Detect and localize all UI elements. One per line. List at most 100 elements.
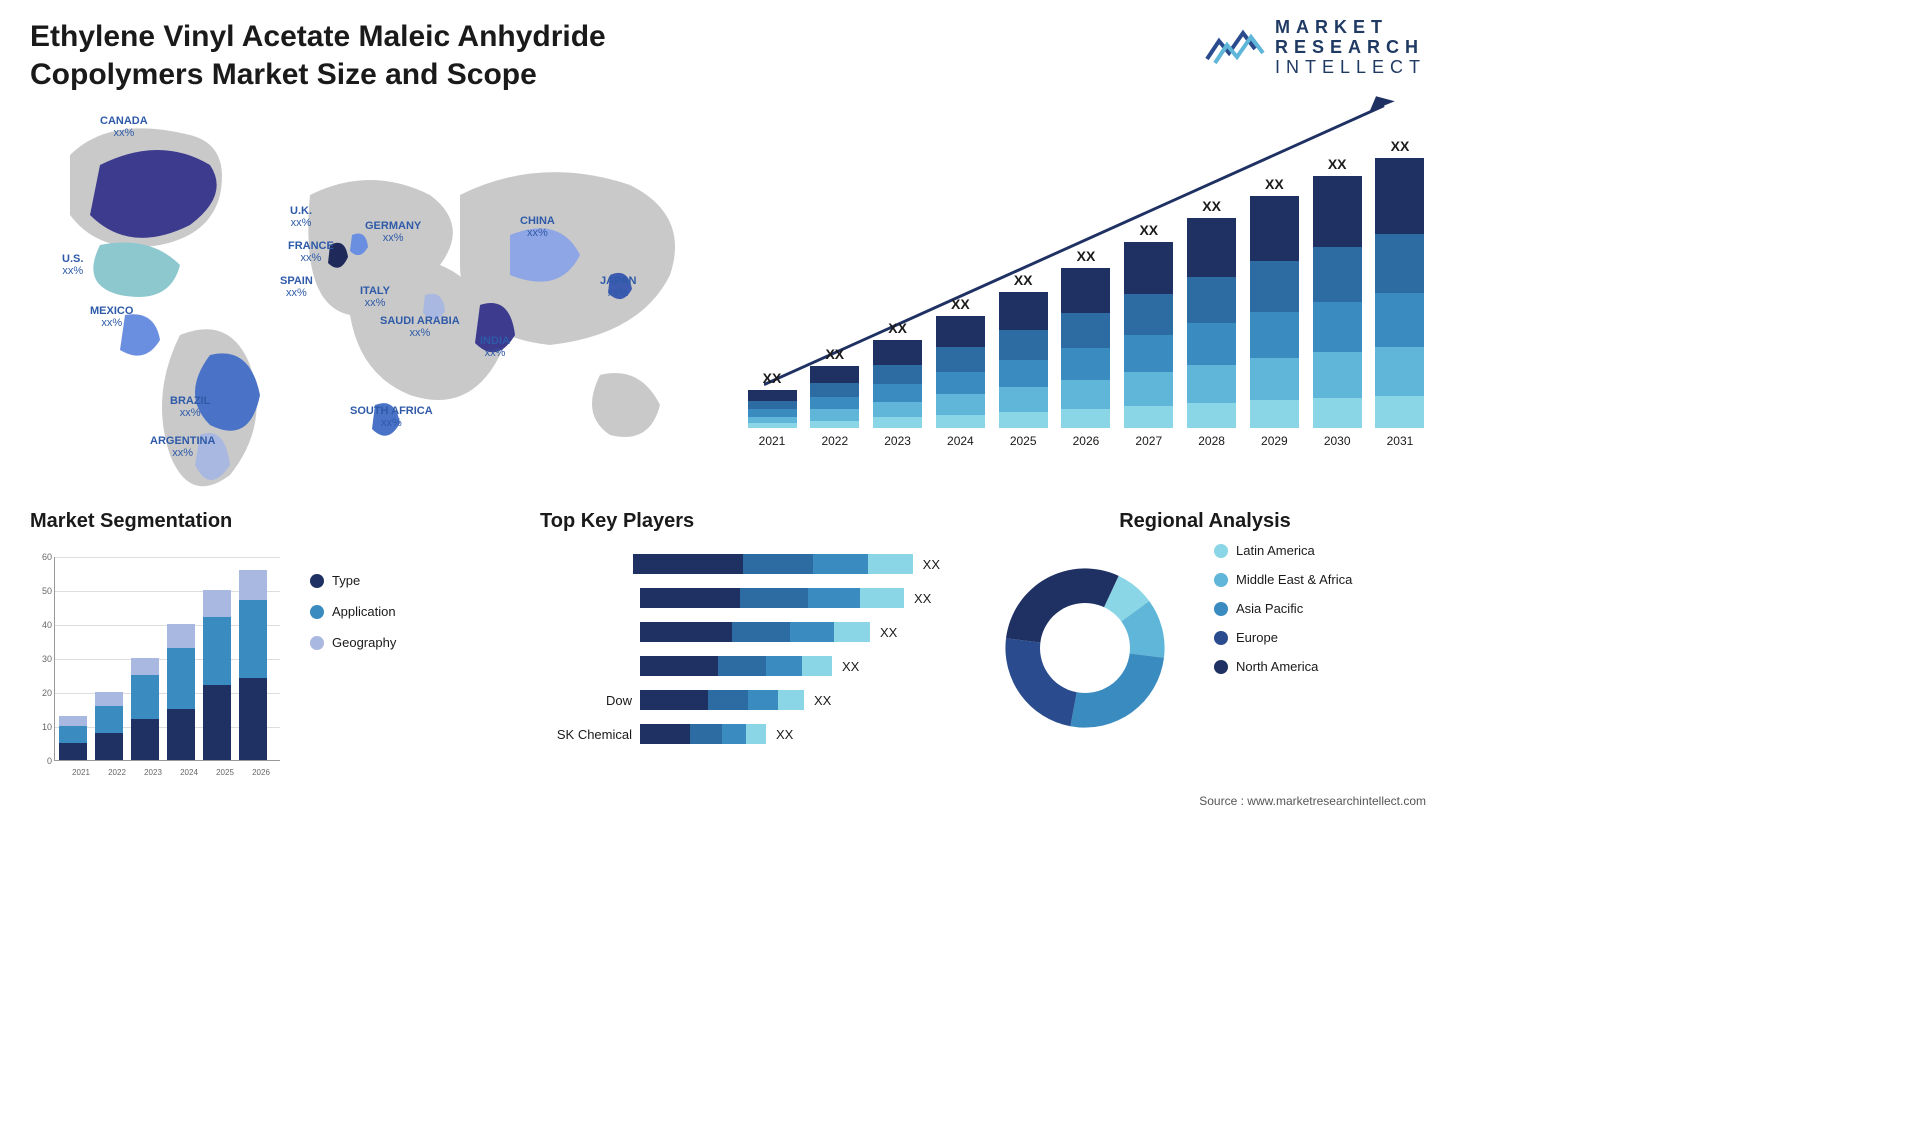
player-row: XX (540, 551, 940, 577)
growth-bar: XX 2031 (1374, 138, 1426, 448)
y-tick: 40 (42, 620, 52, 630)
source-credit: Source : www.marketresearchintellect.com (1199, 794, 1426, 808)
bar-value-label: XX (951, 296, 970, 312)
map-label: SOUTH AFRICAxx% (350, 405, 433, 429)
seg-bar (95, 692, 123, 760)
bar-year-label: 2024 (947, 434, 974, 448)
legend-item: North America (1214, 659, 1352, 674)
map-label: U.S.xx% (62, 253, 83, 277)
bar-year-label: 2021 (759, 434, 786, 448)
bar-year-label: 2026 (1073, 434, 1100, 448)
player-row: XX (540, 653, 940, 679)
segmentation-legend: Type Application Geography (310, 573, 396, 666)
bar-value-label: XX (1202, 198, 1221, 214)
player-value: XX (923, 557, 940, 572)
bar-year-label: 2030 (1324, 434, 1351, 448)
player-row: XX (540, 619, 940, 645)
legend-item: Middle East & Africa (1214, 572, 1352, 587)
growth-bar: XX 2024 (934, 296, 986, 448)
segmentation-chart: 2021 2022 2023 2024 2025 2026 0 10 20 30 40 50 60 (30, 549, 280, 779)
player-value: XX (776, 727, 793, 742)
map-label: U.K.xx% (290, 205, 312, 229)
y-tick: 50 (42, 586, 52, 596)
players-chart: XX XX XX XX Dow XX SK Chemical XX (540, 551, 940, 747)
brand-logo: MARKET RESEARCH INTELLECT (1205, 18, 1426, 77)
map-label: ITALYxx% (360, 285, 390, 309)
map-label: INDIAxx% (480, 335, 510, 359)
players-section: Top Key Players XXXXXXXXDowXXSK Chemical… (540, 510, 960, 755)
player-row: XX (540, 585, 940, 611)
bar-year-label: 2027 (1135, 434, 1162, 448)
growth-bar: XX 2026 (1060, 248, 1112, 448)
bar-value-label: XX (1265, 176, 1284, 192)
bar-value-label: XX (1391, 138, 1410, 154)
regional-section: Regional Analysis Latin America Middle Ea… (980, 510, 1430, 753)
map-label: FRANCExx% (288, 240, 334, 264)
seg-bar (167, 624, 195, 760)
map-label: CHINAxx% (520, 215, 555, 239)
player-row: SK Chemical XX (540, 721, 940, 747)
x-tick: 2023 (144, 768, 162, 777)
map-label: SPAINxx% (280, 275, 313, 299)
legend-item: Application (310, 604, 396, 619)
segmentation-section: Market Segmentation 2021 2022 2023 2024 2025… (30, 510, 490, 779)
logo-text: MARKET RESEARCH INTELLECT (1275, 18, 1426, 77)
map-label: ARGENTINAxx% (150, 435, 215, 459)
legend-item: Latin America (1214, 543, 1352, 558)
x-tick: 2022 (108, 768, 126, 777)
regional-title: Regional Analysis (980, 510, 1430, 533)
map-label: CANADAxx% (100, 115, 148, 139)
player-value: XX (914, 591, 931, 606)
segmentation-title: Market Segmentation (30, 510, 490, 533)
x-tick: 2026 (252, 768, 270, 777)
x-tick: 2024 (180, 768, 198, 777)
y-tick: 30 (42, 654, 52, 664)
growth-bar: XX 2027 (1123, 222, 1175, 448)
bar-year-label: 2025 (1010, 434, 1037, 448)
map-label: JAPANxx% (600, 275, 636, 299)
seg-bar (239, 570, 267, 760)
y-tick: 60 (42, 552, 52, 562)
player-value: XX (814, 693, 831, 708)
y-tick: 20 (42, 688, 52, 698)
legend-item: Type (310, 573, 396, 588)
growth-bar: XX 2028 (1186, 198, 1238, 448)
bar-value-label: XX (763, 370, 782, 386)
map-label: SAUDI ARABIAxx% (380, 315, 460, 339)
growth-bar: XX2022 (809, 346, 861, 448)
map-label: BRAZILxx% (170, 395, 210, 419)
growth-bar: XX2023 (872, 320, 924, 448)
x-tick: 2021 (72, 768, 90, 777)
players-title: Top Key Players (540, 510, 960, 533)
y-tick: 0 (47, 756, 52, 766)
bar-year-label: 2029 (1261, 434, 1288, 448)
bar-value-label: XX (1077, 248, 1096, 264)
y-tick: 10 (42, 722, 52, 732)
bar-value-label: XX (825, 346, 844, 362)
bar-year-label: 2028 (1198, 434, 1225, 448)
player-value: XX (880, 625, 897, 640)
bar-year-label: 2023 (884, 434, 911, 448)
world-map: CANADAxx% U.S.xx% MEXICOxx% BRAZILxx% ARGENT… (30, 105, 710, 495)
legend-item: Geography (310, 635, 396, 650)
growth-bar: XX 2021 (746, 370, 798, 448)
growth-bar: XX 2029 (1248, 176, 1300, 448)
growth-bar: XX2030 (1311, 156, 1363, 448)
legend-item: Europe (1214, 630, 1352, 645)
legend-item: Asia Pacific (1214, 601, 1352, 616)
page-title: Ethylene Vinyl Acetate Maleic Anhydride … (30, 18, 750, 93)
x-tick: 2025 (216, 768, 234, 777)
player-value: XX (842, 659, 859, 674)
bar-year-label: 2031 (1387, 434, 1414, 448)
regional-legend: Latin America Middle East & Africa Asia Pa… (1214, 543, 1352, 688)
map-label: MEXICOxx% (90, 305, 133, 329)
bar-value-label: XX (1139, 222, 1158, 238)
seg-bar (131, 658, 159, 760)
player-name: Dow (540, 693, 640, 708)
map-label: GERMANYxx% (365, 220, 421, 244)
seg-bar (59, 716, 87, 760)
growth-bar-chart: XX2021XX2022XX2023XX2024XX2025XX2026XX20… (746, 100, 1426, 470)
player-name: SK Chemical (540, 727, 640, 742)
regional-donut-chart (980, 543, 1190, 753)
player-row: Dow XX (540, 687, 940, 713)
